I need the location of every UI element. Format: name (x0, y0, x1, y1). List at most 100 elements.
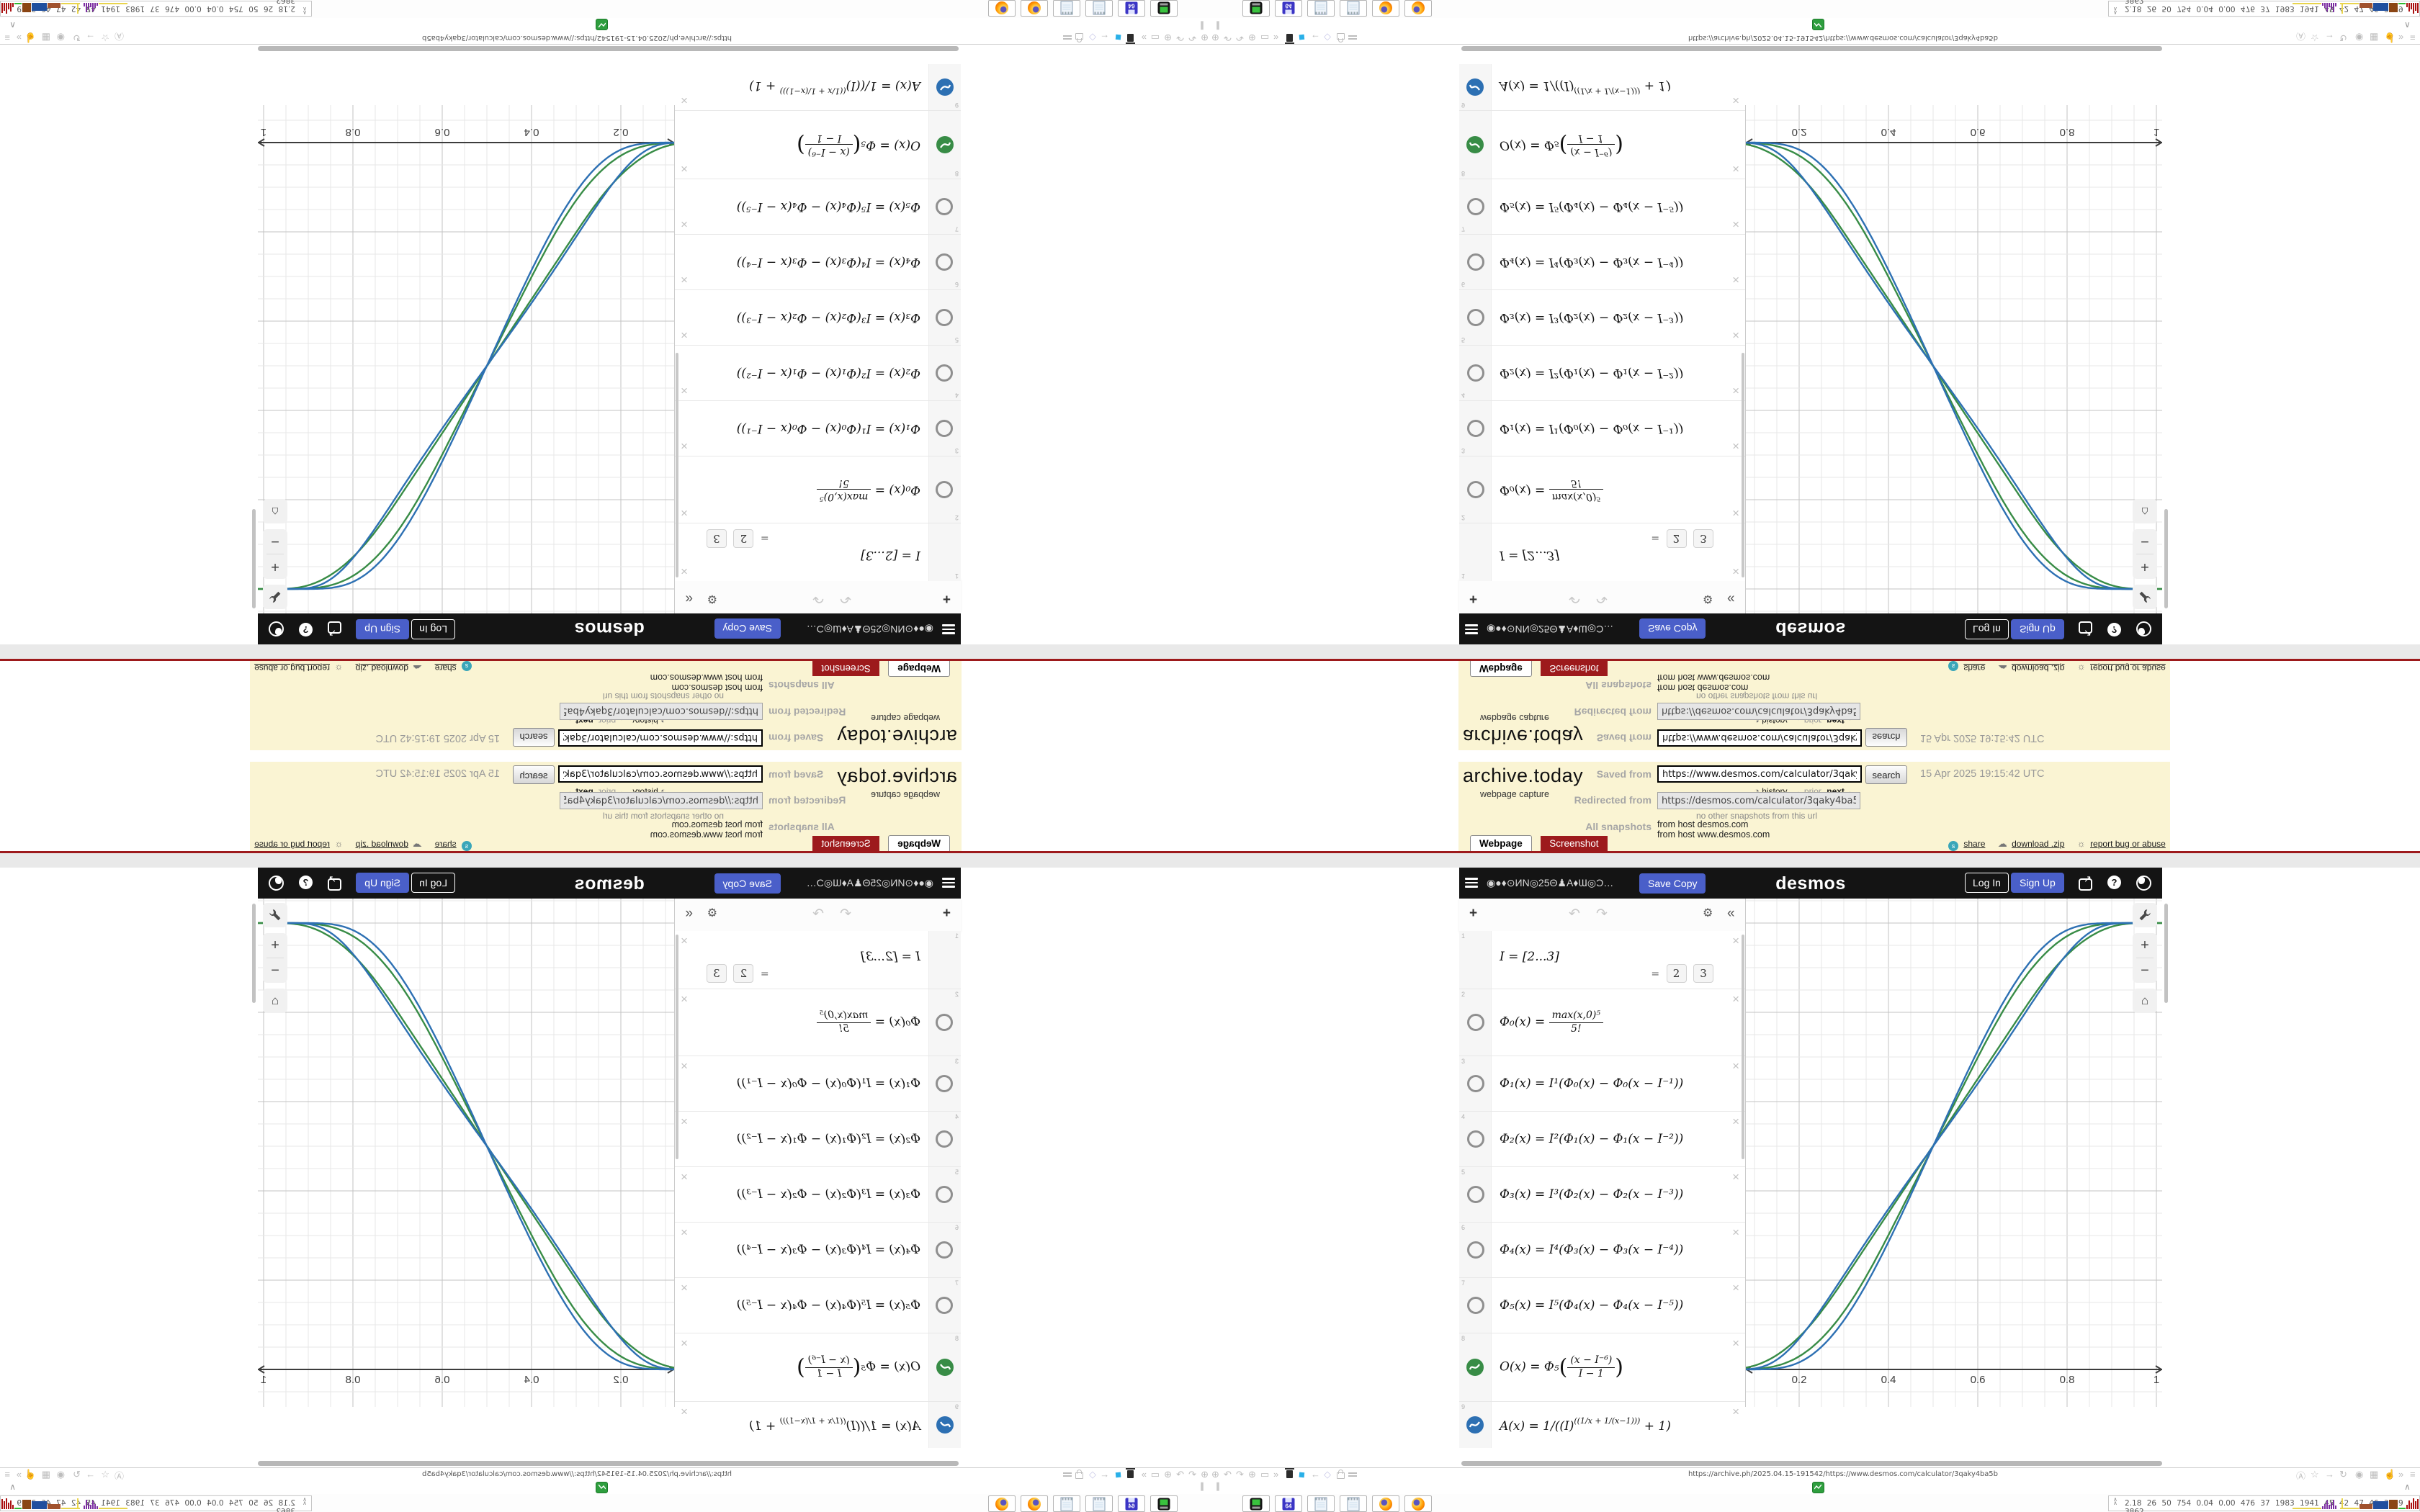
archive-box-icon[interactable]: ▦ (41, 32, 50, 43)
folder-icon[interactable]: ▭ (1150, 32, 1160, 43)
graph-paper[interactable]: 0.2 0.4 0.6 0.8 1 (1746, 105, 2162, 613)
shield-icon[interactable]: ◇ (1324, 1469, 1331, 1480)
delete-row-icon[interactable]: × (1732, 217, 1739, 231)
search-button[interactable]: search (513, 765, 555, 784)
thumb-icon[interactable]: ☝ (2384, 32, 2396, 43)
plot-toggle-hidden-icon[interactable] (1467, 198, 1484, 215)
menu-icon[interactable]: ≡ (2410, 32, 2416, 43)
folder-icon[interactable]: ▭ (1260, 32, 1270, 43)
plot-toggle-blue-icon[interactable] (1466, 1416, 1484, 1434)
expression-latex[interactable]: Φ₂(x) = I²(Φ₁(x) − Φ₁(x − I⁻²)) (736, 1132, 920, 1146)
taskbar-app-firefox[interactable] (1372, 0, 1399, 17)
back-arrow-icon[interactable]: ← (1311, 32, 1320, 43)
archive-box-icon[interactable]: ▦ (2370, 32, 2379, 43)
delete-row-icon[interactable]: × (1732, 506, 1739, 520)
globe-icon[interactable]: ◉ (56, 1469, 65, 1480)
taskbar-app-c64-floppy[interactable]: 64 (1275, 0, 1302, 17)
expression-row[interactable]: 4 × Φ₂(x) = I²(Φ₁(x) − Φ₁(x − I⁻²)) (1459, 345, 1745, 400)
share-link[interactable]: share (1963, 663, 1986, 673)
expression-latex[interactable]: Φ₀(x) = max(x,0)⁵ 5! (1500, 477, 1603, 503)
export-share-icon[interactable]: ↗ (2079, 621, 2094, 639)
delete-row-icon[interactable]: × (1732, 273, 1739, 287)
expression-latex[interactable]: A(x) = 1∕((I)((1∕x + 1∕(x−1))) + 1) (1500, 78, 1671, 96)
expression-latex[interactable]: Φ₁(x) = I¹(Φ₀(x) − Φ₀(x − I⁻¹)) (1500, 1076, 1684, 1091)
search-button[interactable]: search (1865, 728, 1907, 747)
plot-toggle-hidden-icon[interactable] (936, 1297, 953, 1314)
chevrons-icon[interactable]: » (2398, 1469, 2404, 1480)
tray-activity-icon[interactable] (596, 19, 608, 30)
expression-row[interactable]: 4 × Φ₂(x) = I²(Φ₁(x) − Φ₁(x − I⁻²)) (675, 345, 961, 400)
expression-latex[interactable]: Φ₂(x) = I²(Φ₁(x) − Φ₁(x − I⁻²)) (736, 366, 920, 380)
undo-icon[interactable]: ↶ (1569, 906, 1580, 922)
expression-row[interactable]: 1 × I = [2...3] = 2 3 (675, 523, 961, 581)
expression-row[interactable]: 4 × Φ₂(x) = I²(Φ₁(x) − Φ₁(x − I⁻²)) (1459, 1112, 1745, 1167)
expression-latex[interactable]: Φ₅(x) = I⁵(Φ₄(x) − Φ₄(x − I⁻⁵)) (1500, 199, 1684, 214)
download-zip-link[interactable]: download .zip (2012, 663, 2065, 673)
vertical-scrollbar[interactable] (2164, 509, 2168, 608)
expression-row[interactable]: 3 × Φ₁(x) = I¹(Φ₀(x) − Φ₀(x − I⁻¹)) (1459, 400, 1745, 456)
taskbar-app-c64-floppy[interactable]: 64 (1118, 0, 1145, 17)
bookmark-star-icon[interactable]: ☆ (101, 1469, 109, 1480)
menu-hamburger-icon[interactable] (1465, 878, 1478, 888)
trash-icon[interactable] (1286, 34, 1293, 42)
expression-latex[interactable]: O(x) = Φ₅((x − I⁻⁶) I − 1) (796, 132, 920, 158)
page-url[interactable]: https://archive.ph/2025.04.15-191542/htt… (422, 34, 732, 42)
delete-row-icon[interactable]: × (681, 1405, 688, 1418)
plot-toggle-hidden-icon[interactable] (1467, 1186, 1484, 1203)
desmos-logo[interactable]: desmos (1775, 873, 1846, 894)
delete-row-icon[interactable]: × (681, 992, 688, 1006)
taskbar-app-notes[interactable] (1085, 1495, 1113, 1512)
lock-icon[interactable] (1075, 1472, 1083, 1479)
sliders-icon[interactable] (1348, 1472, 1357, 1477)
chevrons-icon[interactable]: » (16, 32, 22, 43)
plot-toggle-hidden-icon[interactable] (1467, 1130, 1484, 1148)
shield-icon[interactable]: ◇ (1089, 1469, 1096, 1480)
gear-icon[interactable]: ⚙ (1703, 907, 1713, 919)
dial-icon[interactable]: ↷ (1236, 1469, 1244, 1480)
expression-latex[interactable]: A(x) = 1∕((I)((1∕x + 1∕(x−1))) + 1) (749, 1416, 920, 1434)
saved-url-input[interactable] (1657, 765, 1862, 783)
expression-row[interactable]: 1 × I = [2...3] = 2 3 (1459, 523, 1745, 581)
menu-icon[interactable]: ≡ (2410, 1469, 2416, 1480)
lock-icon[interactable] (1337, 1470, 1345, 1479)
globe-icon[interactable]: ⊕ (1164, 32, 1172, 43)
taskbar-app-firefox[interactable] (1021, 0, 1048, 17)
horizontal-scrollbar[interactable] (1461, 1461, 2162, 1466)
expression-row[interactable]: 9 × A(x) = 1∕((I)((1∕x + 1∕(x−1))) + 1) (1459, 1402, 1745, 1448)
taskbar-app-firefox[interactable] (1404, 0, 1432, 17)
export-share-icon[interactable]: ↗ (2079, 873, 2094, 891)
share-link[interactable]: share (434, 663, 457, 673)
pause-bars-icon[interactable]: ∥ (1199, 21, 1204, 31)
add-expression-button[interactable]: + (1469, 906, 1478, 921)
search-button[interactable]: search (513, 728, 555, 747)
menu-icon[interactable]: ≡ (4, 1469, 10, 1480)
delete-row-icon[interactable]: × (1732, 1059, 1739, 1073)
globe-icon[interactable]: ⊕ (1164, 1469, 1172, 1480)
tab-screenshot[interactable]: Screenshot (1541, 660, 1608, 676)
expression-row[interactable]: 8 × O(x) = Φ₅((x − I⁻⁶) I − 1) (1459, 110, 1745, 179)
graph-settings-wrench-icon[interactable] (2133, 585, 2157, 609)
expression-latex[interactable]: Φ₃(x) = I³(Φ₂(x) − Φ₂(x − I⁻³)) (1500, 1187, 1684, 1202)
folder-icon[interactable]: ▭ (1150, 1469, 1160, 1480)
expression-latex[interactable]: Φ₄(x) = I⁴(Φ₃(x) − Φ₃(x − I⁻⁴)) (736, 255, 920, 269)
pause-bars-icon[interactable]: ∥ (1216, 21, 1221, 31)
expression-latex[interactable]: A(x) = 1∕((I)((1∕x + 1∕(x−1))) + 1) (749, 78, 920, 96)
report-bug-link[interactable]: report bug or abuse (254, 663, 330, 673)
trash-icon[interactable] (1127, 1470, 1134, 1478)
zoom-in-button[interactable]: + (2141, 937, 2149, 953)
graph-paper[interactable]: 0.2 0.4 0.6 0.8 1 (258, 899, 674, 1407)
delete-row-icon[interactable]: × (681, 1059, 688, 1073)
gear-icon[interactable]: ⚙ (1703, 593, 1713, 605)
reload-icon[interactable]: ↻ (73, 1469, 81, 1480)
expression-latex[interactable]: Φ₅(x) = I⁵(Φ₄(x) − Φ₄(x − I⁻⁵)) (1500, 1298, 1684, 1313)
delete-row-icon[interactable]: × (681, 94, 688, 107)
expression-row[interactable]: 1 × I = [2...3] = 2 3 (1459, 931, 1745, 989)
delete-row-icon[interactable]: × (681, 162, 688, 176)
panel-scrollbar[interactable] (1742, 935, 1744, 1159)
horizontal-scrollbar[interactable] (258, 1461, 959, 1466)
dial-icon[interactable]: ↶ (1224, 1469, 1232, 1480)
chevron-up-icon[interactable]: ∧ (9, 1482, 16, 1492)
taskbar-app-notes[interactable] (1053, 1495, 1080, 1512)
taskbar-app-terminal[interactable] (1150, 0, 1178, 17)
graph-settings-wrench-icon[interactable] (263, 903, 287, 927)
